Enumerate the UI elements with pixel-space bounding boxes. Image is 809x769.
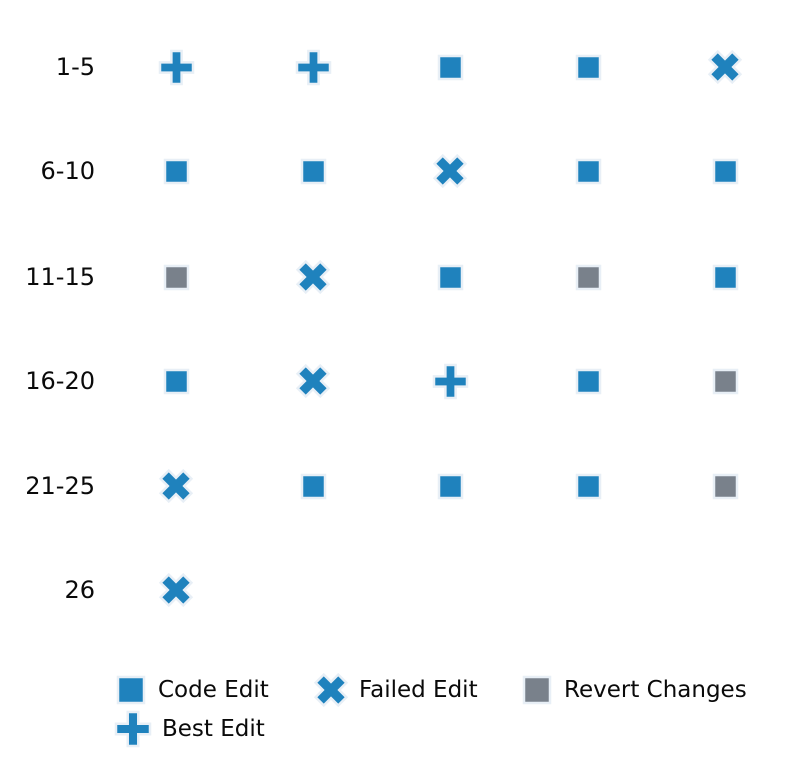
- legend-label: Failed Edit: [359, 677, 478, 703]
- marker-code-edit: [437, 473, 464, 500]
- legend-item-code: Code Edit: [116, 672, 269, 708]
- row-label: 16-20: [25, 367, 95, 395]
- marker-failed-edit: [295, 363, 331, 399]
- marker-best-edit: [295, 49, 331, 85]
- plus-marker-icon: [114, 710, 152, 748]
- marker-code-edit: [712, 264, 739, 291]
- marker-failed-edit: [158, 572, 194, 608]
- marker-revert-changes: [712, 368, 739, 395]
- marker-revert-changes: [163, 264, 190, 291]
- row-label: 6-10: [40, 157, 95, 185]
- row-label: 26: [64, 576, 95, 604]
- row-label: 11-15: [25, 263, 95, 291]
- marker-code-edit: [575, 158, 602, 185]
- marker-failed-edit: [432, 153, 468, 189]
- square-marker-icon: [116, 675, 146, 705]
- marker-code-edit: [300, 473, 327, 500]
- marker-best-edit: [432, 363, 468, 399]
- marker-code-edit: [437, 54, 464, 81]
- row-label: 1-5: [55, 53, 95, 81]
- marker-code-edit: [575, 473, 602, 500]
- marker-revert-changes: [575, 264, 602, 291]
- marker-code-edit: [575, 368, 602, 395]
- marker-code-edit: [712, 158, 739, 185]
- x-marker-icon: [313, 672, 349, 708]
- legend-item-failed: Failed Edit: [313, 672, 478, 708]
- marker-revert-changes: [712, 473, 739, 500]
- marker-code-edit: [300, 158, 327, 185]
- legend-label: Revert Changes: [564, 677, 747, 703]
- marker-failed-edit: [295, 259, 331, 295]
- square-marker-icon: [522, 675, 552, 705]
- marker-failed-edit: [707, 49, 743, 85]
- row-label: 21-25: [25, 472, 95, 500]
- legend-label: Best Edit: [162, 716, 265, 742]
- marker-failed-edit: [158, 468, 194, 504]
- marker-code-edit: [163, 368, 190, 395]
- legend-label: Code Edit: [158, 677, 269, 703]
- marker-best-edit: [158, 49, 194, 85]
- marker-code-edit: [163, 158, 190, 185]
- marker-code-edit: [437, 264, 464, 291]
- marker-code-edit: [575, 54, 602, 81]
- legend-item-revert: Revert Changes: [522, 672, 747, 708]
- legend-item-best: Best Edit: [114, 710, 265, 748]
